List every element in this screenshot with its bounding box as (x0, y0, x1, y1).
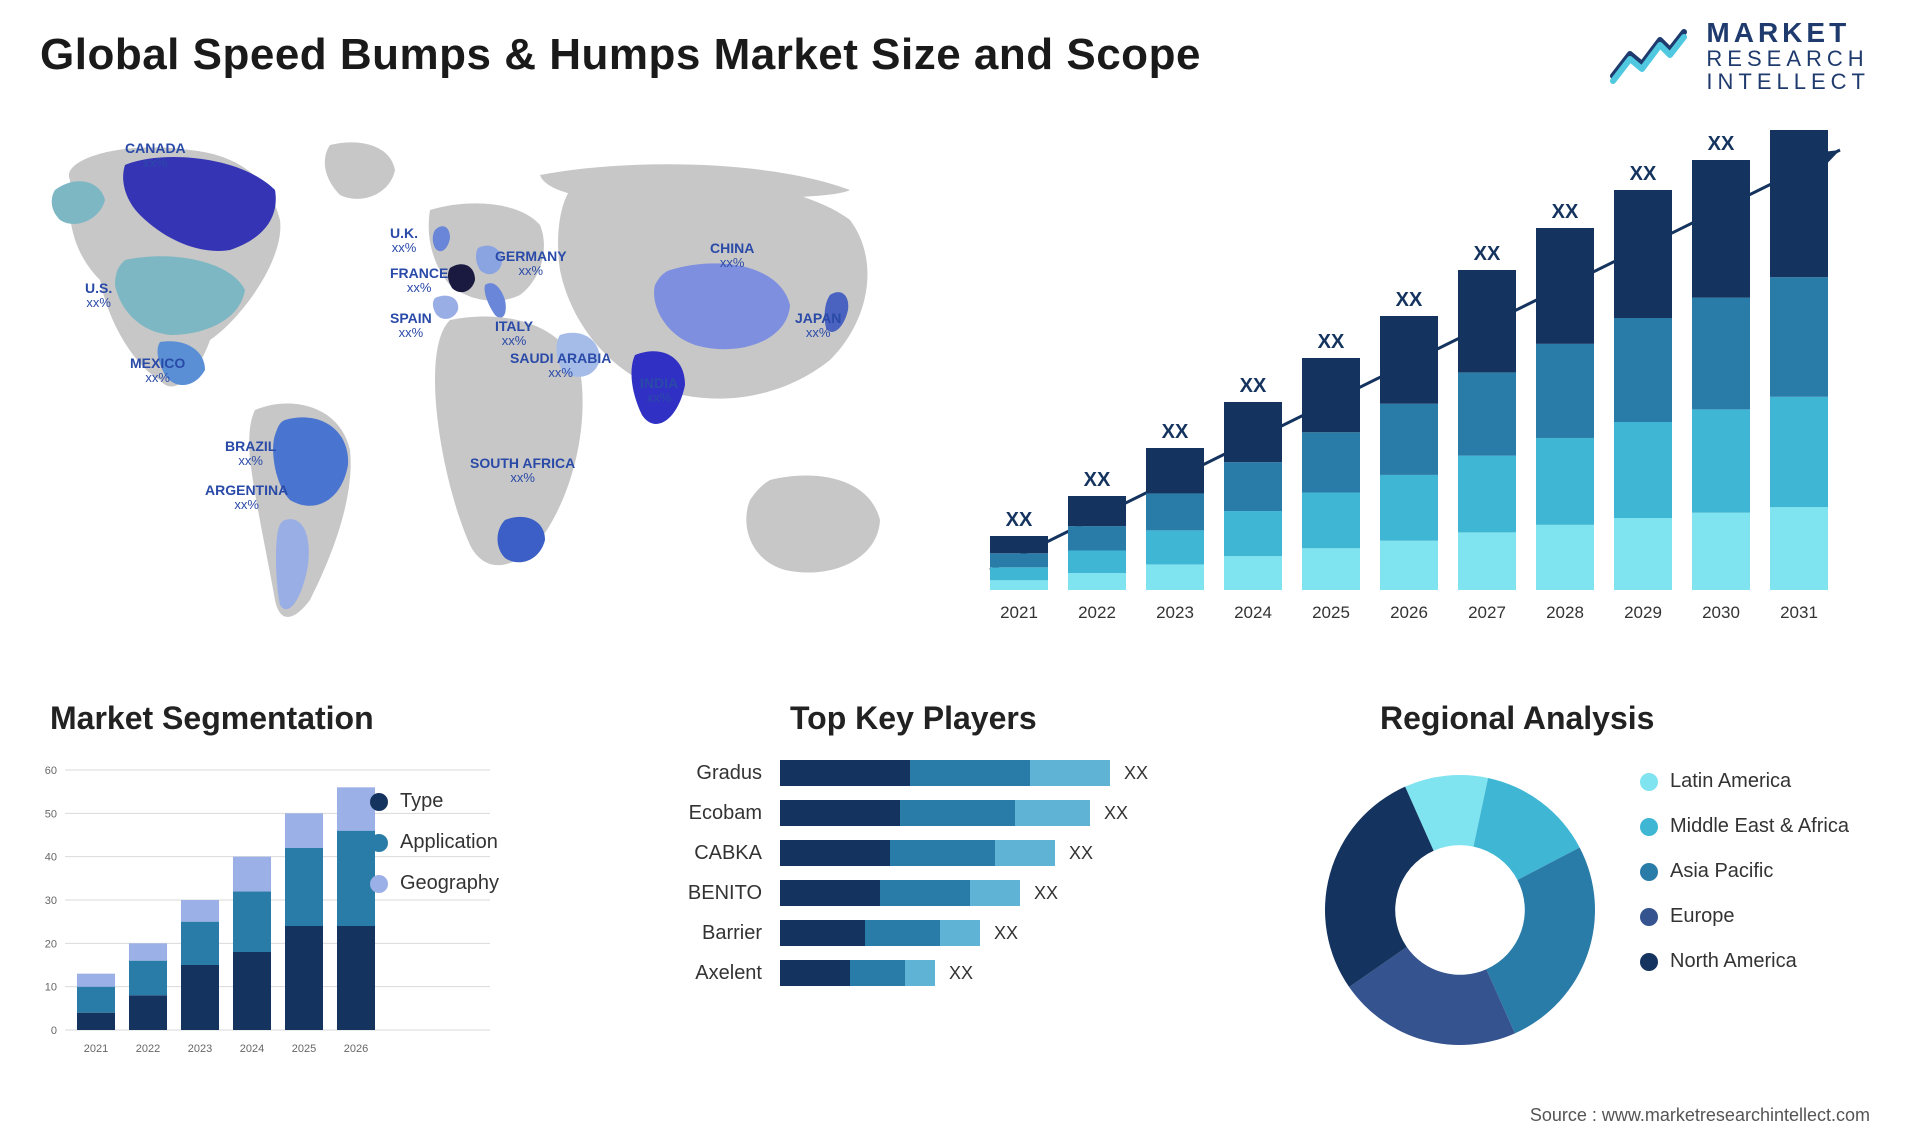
svg-text:2028: 2028 (1546, 603, 1584, 622)
world-map: CANADAxx% U.S.xx% MEXICOxx% BRAZILxx% ARGENT… (30, 120, 930, 660)
brand-line2: RESEARCH (1706, 47, 1870, 70)
brand-logo: MARKET RESEARCH INTELLECT (1608, 18, 1870, 94)
player-row: Barrier XX (640, 920, 1280, 946)
svg-text:2027: 2027 (1468, 603, 1506, 622)
svg-text:50: 50 (45, 808, 57, 820)
growth-bar-chart: XX 2021 XX 2022 XX 2023 XX 2024 XX 2025 XX 2026 XX 20… (980, 130, 1850, 650)
player-row: Ecobam XX (640, 800, 1280, 826)
map-label: INDIAxx% (640, 375, 678, 406)
svg-text:2030: 2030 (1702, 603, 1740, 622)
svg-text:2023: 2023 (188, 1043, 212, 1055)
svg-text:2024: 2024 (1234, 603, 1272, 622)
svg-text:60: 60 (45, 765, 57, 777)
brand-line3: INTELLECT (1706, 70, 1870, 93)
legend-item: Latin America (1640, 770, 1890, 793)
brand-line1: MARKET (1706, 18, 1870, 47)
svg-text:2025: 2025 (1312, 603, 1350, 622)
player-name: Gradus (640, 762, 780, 785)
svg-text:XX: XX (1552, 201, 1579, 223)
player-name: Ecobam (640, 802, 780, 825)
player-row: CABKA XX (640, 840, 1280, 866)
svg-text:XX: XX (1474, 243, 1501, 265)
svg-text:2021: 2021 (1000, 603, 1038, 622)
svg-text:30: 30 (45, 895, 57, 907)
player-value: XX (1124, 763, 1148, 784)
svg-text:40: 40 (45, 852, 57, 864)
player-bar (780, 960, 935, 986)
svg-text:2026: 2026 (1390, 603, 1428, 622)
player-name: CABKA (640, 842, 780, 865)
legend-item: North America (1640, 950, 1890, 973)
key-players-chart: Gradus XX Ecobam XX CABKA XX BENITO XX Barrier XX… (640, 760, 1280, 1080)
legend-item: Middle East & Africa (1640, 815, 1890, 838)
legend-item: Type (370, 790, 570, 813)
player-name: BENITO (640, 882, 780, 905)
player-value: XX (1104, 803, 1128, 824)
regional-heading: Regional Analysis (1380, 700, 1654, 737)
regional-donut-chart (1310, 760, 1610, 1060)
svg-text:20: 20 (45, 938, 57, 950)
map-label: ARGENTINAxx% (205, 482, 288, 513)
map-label: SAUDI ARABIAxx% (510, 350, 611, 381)
svg-text:XX: XX (1006, 509, 1033, 531)
map-label: CHINAxx% (710, 240, 754, 271)
player-bar (780, 760, 1110, 786)
player-value: XX (994, 923, 1018, 944)
legend-item: Europe (1640, 905, 1890, 928)
svg-text:2022: 2022 (136, 1043, 160, 1055)
player-value: XX (949, 963, 973, 984)
svg-text:10: 10 (45, 982, 57, 994)
player-row: Gradus XX (640, 760, 1280, 786)
legend-item: Geography (370, 872, 570, 895)
map-label: ITALYxx% (495, 318, 533, 349)
map-label: SOUTH AFRICAxx% (470, 455, 575, 486)
svg-text:XX: XX (1396, 289, 1423, 311)
regional-legend: Latin America Middle East & Africa Asia Pa… (1640, 770, 1890, 995)
player-bar (780, 880, 1020, 906)
map-label: GERMANYxx% (495, 248, 567, 279)
legend-item: Application (370, 831, 570, 854)
svg-text:XX: XX (1318, 331, 1345, 353)
player-name: Barrier (640, 922, 780, 945)
player-bar (780, 840, 1055, 866)
map-label: JAPANxx% (795, 310, 841, 341)
players-heading: Top Key Players (790, 700, 1037, 737)
svg-text:2026: 2026 (344, 1043, 368, 1055)
legend-item: Asia Pacific (1640, 860, 1890, 883)
player-row: BENITO XX (640, 880, 1280, 906)
player-bar (780, 920, 980, 946)
player-row: Axelent XX (640, 960, 1280, 986)
map-label: U.S.xx% (85, 280, 112, 311)
player-value: XX (1034, 883, 1058, 904)
page-title: Global Speed Bumps & Humps Market Size a… (40, 30, 1201, 80)
player-name: Axelent (640, 962, 780, 985)
svg-text:2029: 2029 (1624, 603, 1662, 622)
brand-mark-icon (1608, 26, 1688, 86)
svg-text:2031: 2031 (1780, 603, 1818, 622)
svg-text:2025: 2025 (292, 1043, 316, 1055)
svg-text:XX: XX (1162, 421, 1189, 443)
map-label: BRAZILxx% (225, 438, 276, 469)
svg-text:2024: 2024 (240, 1043, 264, 1055)
source-attribution: Source : www.marketresearchintellect.com (1530, 1105, 1870, 1126)
map-label: MEXICOxx% (130, 355, 185, 386)
segmentation-legend: Type Application Geography (370, 790, 570, 913)
player-bar (780, 800, 1090, 826)
map-label: FRANCExx% (390, 265, 448, 296)
svg-text:XX: XX (1708, 133, 1735, 155)
map-label: SPAINxx% (390, 310, 432, 341)
player-value: XX (1069, 843, 1093, 864)
svg-text:2023: 2023 (1156, 603, 1194, 622)
svg-text:XX: XX (1084, 469, 1111, 491)
svg-text:XX: XX (1630, 163, 1657, 185)
map-label: CANADAxx% (125, 140, 186, 171)
map-label: U.K.xx% (390, 225, 418, 256)
svg-text:2021: 2021 (84, 1043, 108, 1055)
svg-text:0: 0 (51, 1025, 57, 1037)
svg-text:XX: XX (1240, 375, 1267, 397)
segmentation-heading: Market Segmentation (50, 700, 374, 737)
svg-text:2022: 2022 (1078, 603, 1116, 622)
